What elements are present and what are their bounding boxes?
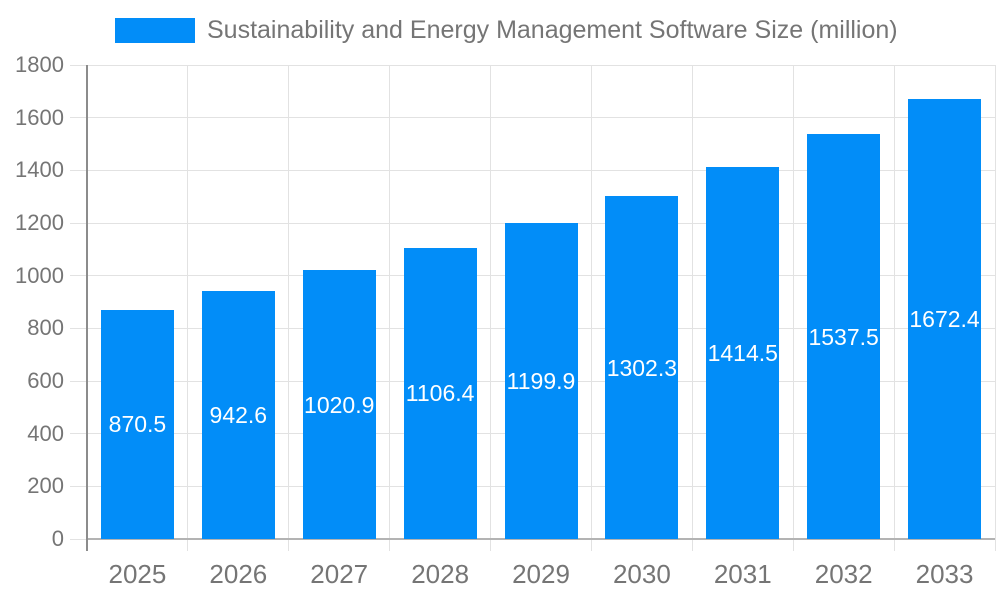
gridline-vertical	[893, 65, 895, 551]
bar[interactable]	[403, 247, 477, 539]
bar-value-label: 1199.9	[506, 368, 576, 394]
bar[interactable]	[201, 290, 275, 539]
y-axis-line	[86, 65, 88, 551]
y-tick-label: 200	[27, 473, 64, 499]
x-tick-label: 2025	[108, 559, 167, 589]
bar-value-label: 1414.5	[707, 339, 778, 366]
y-tick-label: 1000	[15, 262, 64, 288]
y-tick-mark	[70, 64, 87, 66]
gridline-vertical	[288, 65, 290, 551]
gridline-horizontal	[87, 117, 995, 119]
x-tick-label: 2031	[713, 559, 772, 589]
bar-value-label: 870.5	[108, 411, 167, 438]
legend: Sustainability and Energy Management Sof…	[115, 16, 898, 44]
y-tick-label: 400	[27, 420, 64, 446]
gridline-horizontal	[87, 222, 995, 224]
bar-value-label: 1302.3	[606, 354, 678, 381]
bar[interactable]	[807, 134, 881, 539]
y-tick-label: 1800	[15, 52, 64, 77]
y-tick-mark	[70, 485, 87, 487]
y-tick-mark	[70, 117, 87, 119]
x-tick-label: 2026	[209, 559, 268, 589]
bar[interactable]	[706, 166, 780, 539]
bar[interactable]	[605, 196, 679, 539]
bar[interactable]	[302, 270, 376, 539]
gridline-vertical	[187, 65, 189, 551]
y-tick-label: 1600	[15, 104, 64, 130]
gridline-vertical	[590, 65, 592, 551]
x-tick-label: 2027	[310, 559, 369, 589]
y-tick-mark	[70, 380, 87, 382]
bar-value-label: 1106.4	[405, 380, 475, 407]
gridline-vertical	[792, 65, 794, 551]
gridline-horizontal	[87, 169, 995, 171]
bar-value-label: 1672.4	[909, 305, 980, 332]
bar-value-label: 942.6	[209, 401, 268, 428]
x-tick-label: 2033	[915, 559, 974, 589]
bar-value-label: 1020.9	[304, 391, 375, 418]
x-tick-label: 2032	[814, 559, 873, 589]
y-tick-mark	[70, 327, 87, 329]
legend-swatch[interactable]	[115, 17, 195, 43]
gridline-vertical	[994, 65, 996, 551]
y-tick-label: 600	[27, 368, 64, 393]
x-tick-label: 2029	[512, 559, 570, 589]
y-tick-label: 1200	[15, 210, 64, 235]
gridline-horizontal	[87, 64, 995, 66]
y-tick-mark	[70, 275, 87, 277]
bar[interactable]	[100, 309, 174, 539]
legend-label[interactable]: Sustainability and Energy Management Sof…	[207, 15, 898, 44]
bar[interactable]	[908, 98, 982, 539]
gridline-vertical	[389, 65, 391, 551]
bar[interactable]	[504, 223, 578, 539]
y-tick-label: 0	[51, 526, 64, 551]
y-tick-label: 800	[27, 315, 64, 341]
y-tick-mark	[70, 222, 87, 224]
y-tick-mark	[70, 538, 87, 540]
y-tick-mark	[70, 433, 87, 435]
gridline-vertical	[691, 65, 693, 551]
gridline-vertical	[490, 65, 492, 551]
y-tick-label: 1400	[15, 157, 64, 183]
y-tick-mark	[70, 169, 87, 171]
x-tick-label: 2030	[612, 559, 671, 589]
x-axis-baseline	[87, 538, 995, 540]
bar-value-label: 1537.5	[808, 323, 879, 350]
x-tick-label: 2028	[411, 559, 470, 589]
